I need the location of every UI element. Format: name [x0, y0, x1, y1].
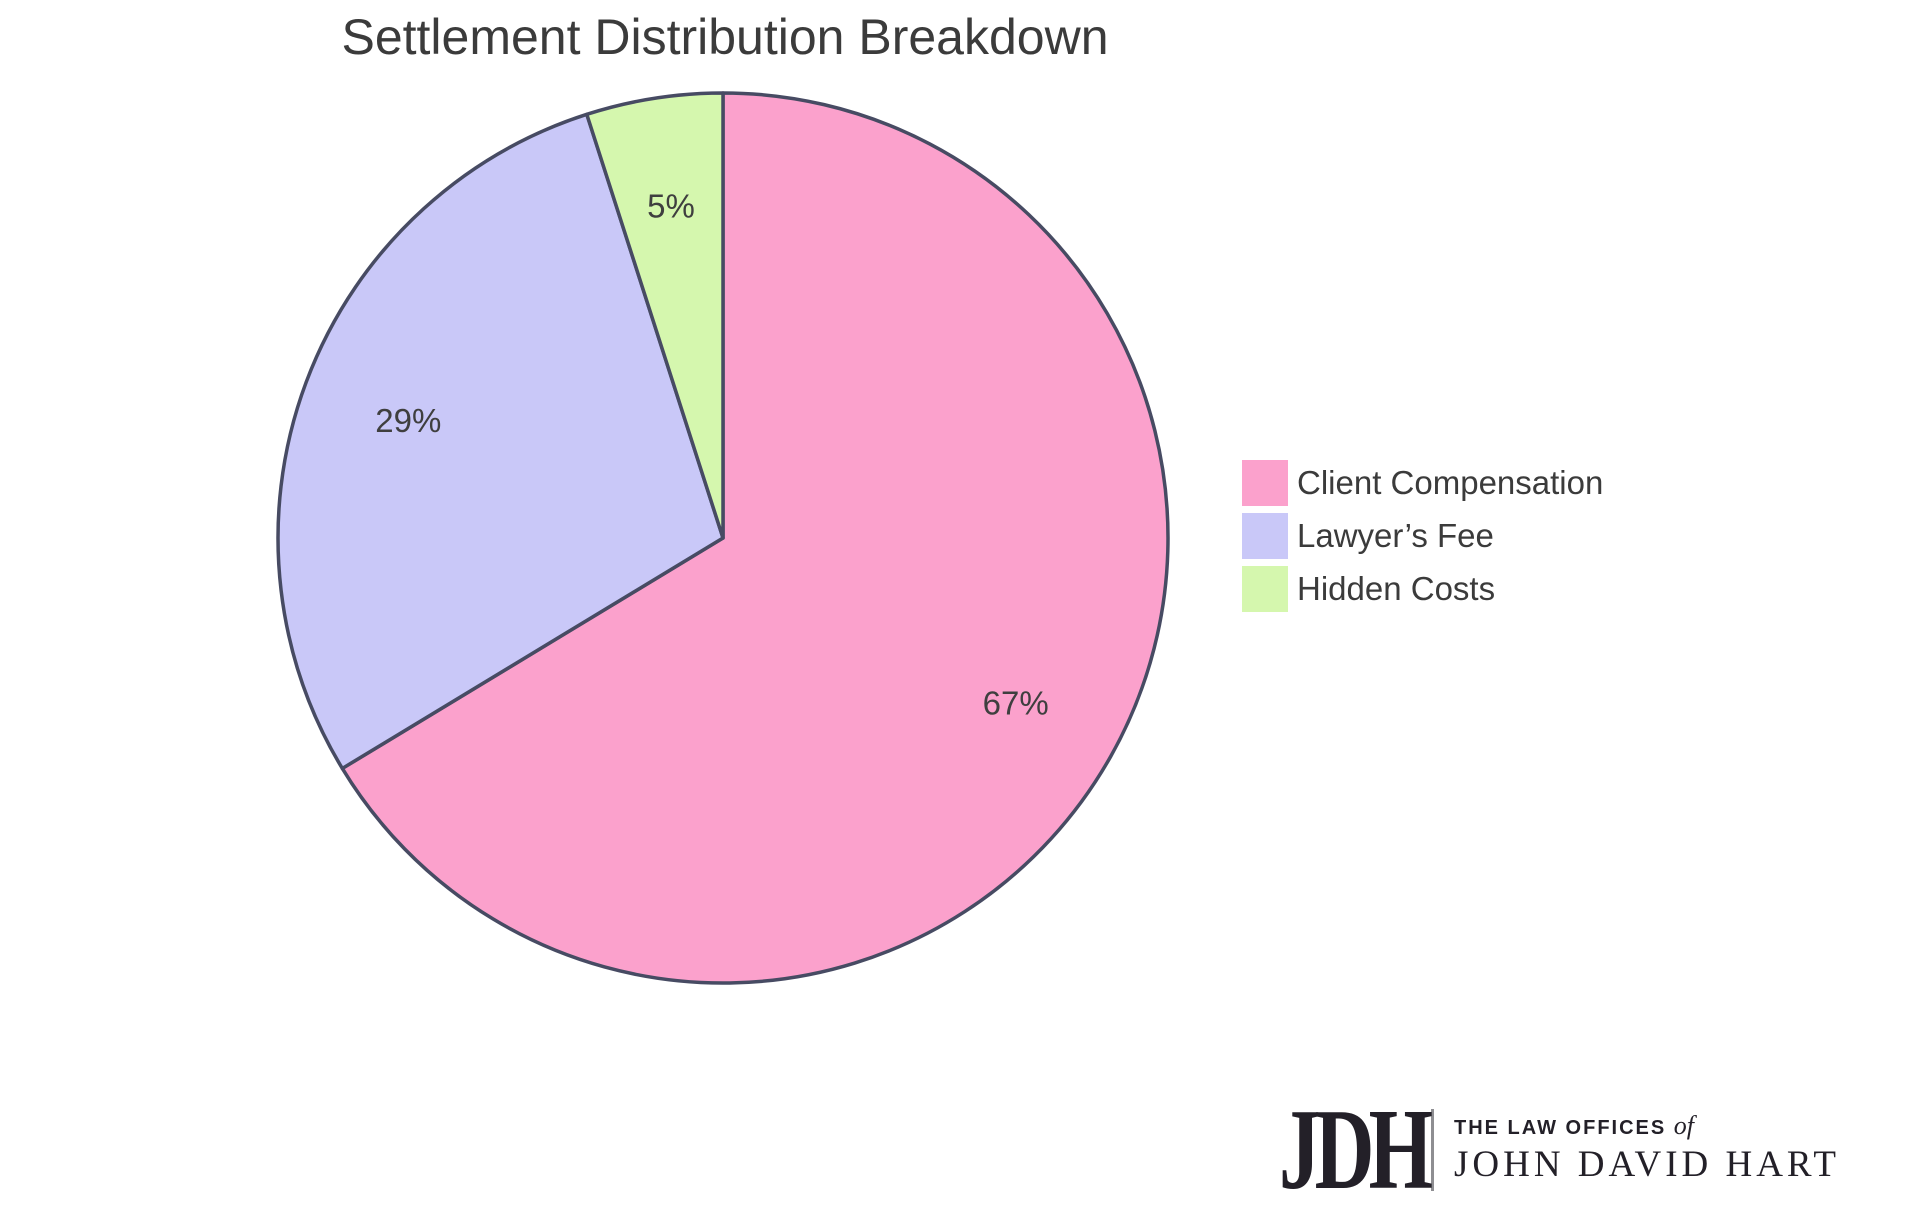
legend-label: Client Compensation [1297, 464, 1604, 501]
logo-divider [1431, 1108, 1434, 1191]
legend-item-client-compensation: Client Compensation [1242, 460, 1603, 506]
pie-percent-label: 29% [375, 402, 441, 439]
logo-text: THE LAW OFFICES of JOHN DAVID HART [1454, 1112, 1840, 1186]
pie-chart: 67% 29% 5% [276, 91, 1170, 985]
logo-monogram: JDH [1279, 1086, 1433, 1213]
legend-swatch-hidden-costs [1242, 566, 1288, 612]
legend-swatch-client-compensation [1242, 460, 1288, 506]
legend-swatch-lawyers-fee [1242, 513, 1288, 559]
law-firm-logo: JDH THE LAW OFFICES of JOHN DAVID HART [1279, 1092, 1840, 1207]
legend-item-hidden-costs: Hidden Costs [1242, 566, 1603, 612]
logo-tagline: THE LAW OFFICES of [1454, 1111, 1695, 1141]
pie-slice-lawyer-s-fee [276, 112, 725, 771]
legend-label: Lawyer’s Fee [1297, 517, 1494, 554]
pie-slice-client-compensation [340, 91, 1170, 985]
legend-label: Hidden Costs [1297, 570, 1496, 607]
pie-slice-hidden-costs [585, 91, 725, 540]
legend-item-lawyers-fee: Lawyer’s Fee [1242, 513, 1603, 559]
pie-percent-label: 5% [647, 188, 695, 225]
legend: Client Compensation Lawyer’s Fee Hidden … [1242, 460, 1603, 612]
pie-percent-label: 67% [983, 685, 1049, 722]
chart-title: Settlement Distribution Breakdown [341, 9, 1109, 65]
logo-firm-name: JOHN DAVID HART [1454, 1144, 1840, 1186]
logo-tagline-of: of [1673, 1111, 1695, 1141]
